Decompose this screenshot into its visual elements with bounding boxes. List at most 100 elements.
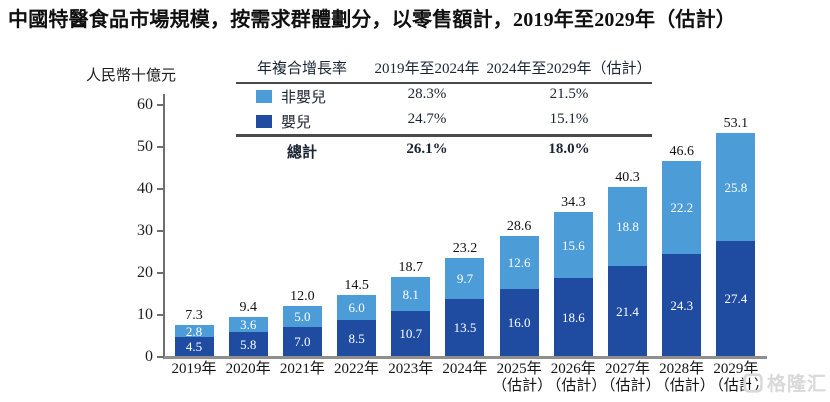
bar-total-label: 53.1 — [723, 116, 749, 131]
bar-total-label: 12.0 — [290, 289, 315, 304]
total-cagr-period2: 18.0% — [548, 141, 590, 157]
bar-total-label: 18.7 — [398, 260, 424, 275]
cagr-row-infant: 嬰兒 24.7% 15.1% — [236, 109, 652, 134]
y-axis-unit-label: 人民幣十億元 — [86, 68, 177, 84]
cagr-header-period1: 2019年至2024年 — [374, 61, 480, 77]
bar-segment-non-infant: 8.1 — [391, 277, 431, 311]
watermark-text: 格隆汇 — [766, 374, 827, 395]
bar-segment-infant: 7.0 — [282, 327, 322, 356]
bar-segment-infant: 4.5 — [174, 337, 214, 356]
bar-segment-non-infant: 9.7 — [445, 258, 485, 299]
bar-segment-infant: 18.6 — [553, 278, 593, 356]
infant-label: 嬰兒 — [281, 115, 312, 131]
cagr-header-metric: 年複合增長率 — [256, 61, 347, 77]
non-infant-cagr-period1: 28.3% — [407, 86, 447, 102]
watermark: 格隆汇 — [742, 369, 827, 396]
y-tick-label: 20 — [137, 264, 153, 281]
bar-segment-non-infant: 2.8 — [174, 325, 214, 338]
y-tick — [157, 272, 164, 274]
bar-total-label: 9.4 — [239, 300, 257, 315]
x-tick-label: 2027年 （估計） — [600, 361, 661, 394]
bar-column: 14.5 6.0 8.5 — [330, 278, 384, 356]
x-tick-label: 2023年 — [388, 361, 434, 377]
bar-column: 34.3 15.6 18.6 — [546, 195, 600, 356]
total-cagr-period1: 26.1% — [406, 141, 448, 157]
bar-segment-infant: 13.5 — [445, 299, 485, 356]
bar-column: 12.0 5.0 7.0 — [275, 289, 329, 356]
y-tick-label: 50 — [137, 138, 153, 155]
bar-total-label: 28.6 — [506, 219, 532, 234]
bar-segment-non-infant: 15.6 — [553, 212, 593, 278]
x-tick-label: 2025年 （估計） — [492, 361, 553, 394]
x-tick-label: 2019年 — [171, 361, 217, 377]
table-rule-bottom — [236, 134, 652, 137]
bar-total-label: 40.3 — [615, 170, 640, 185]
legend-item-infant: 嬰兒 — [236, 109, 368, 134]
bar-segment-non-infant: 22.2 — [662, 161, 702, 254]
bar-column: 46.6 22.2 24.3 — [655, 144, 709, 356]
x-tick-label: 2026年 （估計） — [546, 361, 607, 394]
x-tick-label: 2020年 — [225, 361, 271, 377]
bar-total-label: 46.6 — [669, 144, 694, 159]
y-tick — [157, 230, 164, 232]
y-tick — [157, 104, 164, 106]
y-tick — [157, 146, 164, 148]
bars-area: 7.3 2.8 4.5 9.4 3.6 5.8 12.0 5.0 7.0 14.5 6.0 8.5 18… — [167, 116, 763, 356]
y-tick — [157, 314, 164, 316]
infant-cagr-period1: 24.7% — [407, 111, 447, 127]
y-tick — [157, 188, 164, 190]
bar-segment-infant: 8.5 — [337, 320, 377, 356]
bar-segment-non-infant: 18.8 — [608, 187, 647, 266]
infant-cagr-period2: 15.1% — [549, 111, 589, 127]
bar-segment-non-infant: 6.0 — [337, 295, 377, 320]
legend-item-non-infant: 非嬰兒 — [236, 84, 368, 109]
bar-segment-infant: 21.4 — [608, 266, 647, 356]
non-infant-swatch — [256, 90, 272, 103]
y-tick-label: 10 — [137, 306, 153, 323]
bar-segment-non-infant: 25.8 — [716, 133, 756, 241]
bar-total-label: 34.3 — [561, 195, 586, 210]
x-tick-label: 2022年 — [334, 361, 380, 377]
y-tick-label: 40 — [137, 180, 153, 197]
bar-column: 40.3 18.8 21.4 — [601, 170, 655, 356]
bar-column: 7.3 2.8 4.5 — [167, 308, 221, 356]
bar-total-label: 7.3 — [185, 308, 203, 323]
cagr-table: 年複合增長率 2019年至2024年 2024年至2029年（估計） 非嬰兒 2… — [236, 55, 652, 164]
x-axis-baseline — [163, 356, 767, 359]
bar-segment-non-infant: 12.6 — [499, 236, 539, 289]
y-tick-label: 60 — [137, 96, 153, 113]
bar-column: 23.2 9.7 13.5 — [438, 241, 492, 356]
gelonghui-logo-icon — [743, 372, 763, 393]
bar-segment-infant: 27.4 — [716, 241, 756, 356]
bar-segment-infant: 10.7 — [391, 311, 431, 356]
bar-segment-non-infant: 3.6 — [228, 317, 268, 332]
cagr-header-period2: 2024年至2029年（估計） — [486, 61, 652, 77]
y-tick — [157, 356, 164, 358]
y-tick-label: 30 — [137, 222, 153, 239]
bar-segment-infant: 24.3 — [662, 254, 702, 356]
infant-swatch — [256, 115, 272, 128]
bar-total-label: 14.5 — [344, 278, 369, 293]
bar-total-label: 23.2 — [452, 241, 478, 256]
x-axis-labels: 2019年 2020年 2021年 2022年 2023年 2024年 2025年 （估計） 2… — [167, 361, 768, 395]
bar-column: 28.6 12.6 16.0 — [492, 219, 546, 356]
bar-segment-infant: 5.8 — [228, 332, 268, 356]
bar-segment-non-infant: 5.0 — [282, 306, 322, 327]
x-tick-label: 2024年 — [442, 361, 488, 377]
x-tick-label: 2028年 （估計） — [654, 361, 715, 394]
chart-title: 中國特醫食品市場規模，按需求群體劃分，以零售額計，2019年至2029年（估計） — [8, 9, 736, 31]
bar-segment-infant: 16.0 — [499, 289, 539, 356]
y-axis-line — [163, 94, 165, 357]
total-label: 總計 — [286, 145, 317, 161]
bar-column: 53.1 25.8 27.4 — [709, 116, 763, 356]
table-rule-top — [236, 82, 652, 84]
non-infant-label: 非嬰兒 — [281, 90, 327, 106]
bar-column: 9.4 3.6 5.8 — [221, 300, 275, 356]
bar-column: 18.7 8.1 10.7 — [384, 260, 438, 356]
y-tick-label: 0 — [145, 348, 153, 365]
x-tick-label: 2021年 — [279, 361, 325, 377]
cagr-table-header-row: 年複合增長率 2019年至2024年 2024年至2029年（估計） — [236, 55, 652, 82]
cagr-row-total: 總計 26.1% 18.0% — [236, 137, 652, 164]
non-infant-cagr-period2: 21.5% — [549, 86, 589, 102]
